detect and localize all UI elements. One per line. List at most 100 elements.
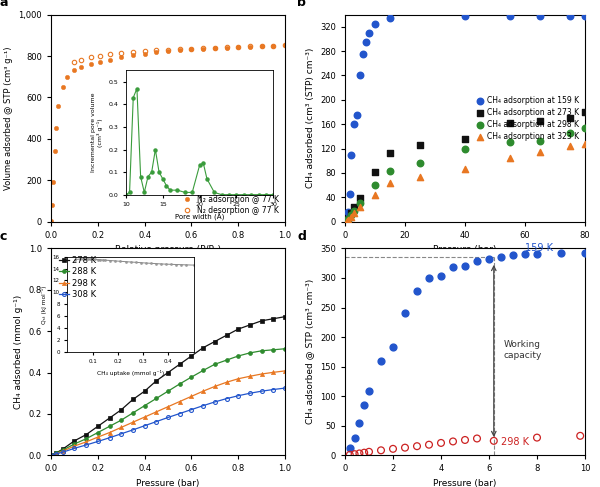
- CH₄ adsorption at 323 K: [349, 209, 359, 217]
- 288 K: [281, 346, 289, 352]
- 288 K: [258, 348, 265, 354]
- N₂ adsorption @ 77 K: [78, 64, 85, 70]
- N₂ desorption @ 77 K: [223, 44, 230, 50]
- Point: [508, 252, 518, 260]
- 288 K: [199, 368, 206, 374]
- Text: 298 K: 298 K: [501, 437, 529, 447]
- CH₄ adsorption at 298 K: [342, 217, 352, 225]
- Point: [484, 255, 494, 263]
- Y-axis label: CH₄ adsorbed @ STP (cm³ cm⁻³): CH₄ adsorbed @ STP (cm³ cm⁻³): [305, 279, 314, 425]
- Point: [400, 310, 410, 318]
- 278 K: [94, 423, 101, 430]
- CH₄ adsorption at 298 K: [385, 167, 395, 175]
- 278 K: [211, 338, 218, 344]
- Y-axis label: CH₄ adsorbed (cm³ (STP) cm⁻³): CH₄ adsorbed (cm³ (STP) cm⁻³): [305, 48, 314, 188]
- Point: [580, 249, 590, 257]
- N₂ adsorption @ 77 K: [258, 43, 265, 49]
- N₂ desorption @ 77 K: [235, 44, 242, 50]
- 298 K: [83, 439, 90, 445]
- Point: [436, 439, 446, 447]
- N₂ adsorption @ 77 K: [118, 54, 125, 60]
- 308 K: [188, 407, 195, 412]
- 298 K: [106, 430, 113, 435]
- N₂ desorption @ 77 K: [211, 45, 218, 51]
- Point: [532, 434, 542, 442]
- CH₄ adsorption at 159 K: [344, 190, 354, 198]
- 298 K: [59, 448, 67, 454]
- CH₄ adsorption at 298 K: [535, 137, 545, 145]
- N₂ desorption @ 77 K: [106, 52, 113, 57]
- CH₄ adsorption at 273 K: [343, 215, 353, 223]
- 288 K: [247, 350, 254, 356]
- 288 K: [152, 395, 160, 401]
- 308 K: [59, 450, 67, 455]
- Point: [412, 442, 422, 450]
- CH₄ adsorption at 298 K: [370, 181, 380, 189]
- 298 K: [141, 414, 148, 420]
- 308 K: [281, 385, 289, 391]
- N₂ adsorption @ 77 K: [199, 46, 206, 52]
- 298 K: [247, 374, 254, 379]
- N₂ desorption @ 77 K: [176, 46, 184, 52]
- Line: N₂ desorption @ 77 K: N₂ desorption @ 77 K: [72, 43, 287, 64]
- 288 K: [188, 374, 195, 380]
- CH₄ adsorption at 273 K: [565, 114, 575, 122]
- Legend: 278 K, 288 K, 298 K, 308 K: 278 K, 288 K, 298 K, 308 K: [55, 253, 99, 303]
- Y-axis label: Volume adsorbed @ STP (cm³ g⁻¹): Volume adsorbed @ STP (cm³ g⁻¹): [4, 46, 13, 190]
- Point: [472, 434, 482, 442]
- N₂ adsorption @ 77 K: [71, 68, 78, 74]
- 308 K: [141, 423, 148, 429]
- CH₄ adsorption at 298 K: [565, 130, 575, 137]
- CH₄ adsorption at 273 K: [460, 135, 470, 143]
- CH₄ adsorption at 323 K: [565, 142, 575, 150]
- 308 K: [47, 452, 55, 458]
- 278 K: [188, 353, 195, 359]
- N₂ adsorption @ 77 K: [97, 59, 104, 65]
- X-axis label: Pressure (bar): Pressure (bar): [433, 479, 497, 487]
- X-axis label: Pressure (bar): Pressure (bar): [136, 479, 200, 487]
- CH₄ adsorption at 323 K: [535, 148, 545, 155]
- 298 K: [71, 443, 78, 449]
- 308 K: [94, 439, 101, 445]
- CH₄ adsorption at 159 K: [343, 208, 353, 216]
- 278 K: [106, 415, 113, 421]
- 278 K: [270, 316, 277, 321]
- N₂ desorption @ 77 K: [87, 55, 94, 60]
- 278 K: [281, 314, 289, 319]
- Point: [460, 436, 470, 444]
- N₂ desorption @ 77 K: [130, 49, 137, 55]
- Point: [496, 253, 506, 261]
- Legend: N₂ adsorption @ 77 K, N₂ desorption @ 77 K: N₂ adsorption @ 77 K, N₂ desorption @ 77…: [181, 193, 281, 218]
- 308 K: [164, 414, 172, 420]
- Point: [345, 451, 355, 459]
- 278 K: [130, 396, 137, 402]
- 288 K: [130, 410, 137, 416]
- Point: [460, 262, 470, 270]
- 278 K: [223, 333, 230, 338]
- 288 K: [164, 388, 172, 394]
- N₂ adsorption @ 77 K: [281, 42, 289, 48]
- CH₄ adsorption at 273 K: [342, 216, 352, 224]
- N₂ adsorption @ 77 K: [223, 45, 230, 51]
- N₂ adsorption @ 77 K: [188, 46, 195, 52]
- CH₄ adsorption at 298 K: [349, 206, 359, 214]
- Point: [436, 272, 446, 280]
- 278 K: [47, 452, 55, 458]
- 308 K: [83, 442, 90, 448]
- N₂ adsorption @ 77 K: [270, 43, 277, 49]
- N₂ adsorption @ 77 K: [152, 49, 160, 55]
- 308 K: [258, 388, 265, 394]
- 288 K: [83, 436, 90, 442]
- CH₄ adsorption at 298 K: [415, 159, 425, 167]
- CH₄ adsorption at 159 K: [342, 215, 352, 223]
- N₂ desorption @ 77 K: [188, 46, 195, 52]
- Point: [575, 432, 585, 440]
- 308 K: [106, 435, 113, 441]
- 278 K: [83, 431, 90, 437]
- 288 K: [176, 381, 184, 387]
- 298 K: [176, 398, 184, 404]
- N₂ desorption @ 77 K: [97, 53, 104, 58]
- Point: [556, 249, 566, 257]
- 278 K: [247, 322, 254, 328]
- N₂ desorption @ 77 K: [71, 59, 78, 65]
